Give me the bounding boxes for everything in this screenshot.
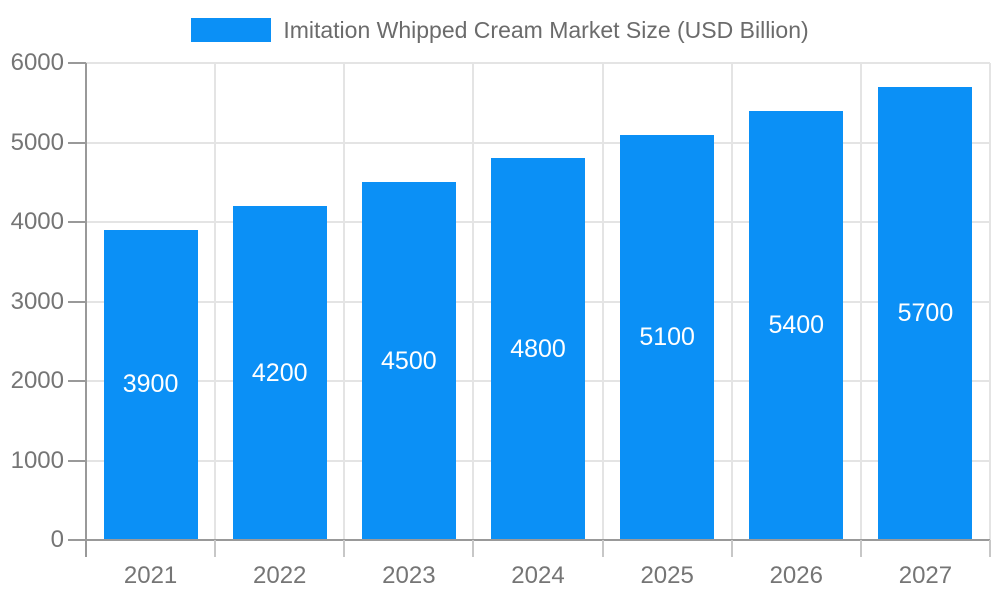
v-gridline: [730, 63, 733, 540]
legend-item[interactable]: Imitation Whipped Cream Market Size (USD…: [0, 15, 1000, 45]
x-tick-label: 2021: [123, 562, 178, 589]
x-axis-tick: [85, 540, 87, 557]
y-axis-line: [85, 63, 87, 540]
h-gridline: [86, 62, 990, 64]
bar-value-label: 5400: [768, 310, 825, 339]
y-tick-label: 0: [50, 526, 64, 553]
y-axis-tick: [68, 141, 86, 144]
bar-value-label: 5100: [639, 322, 695, 351]
v-gridline: [989, 63, 991, 540]
y-tick-label: 1000: [10, 446, 64, 474]
x-axis-tick: [343, 540, 346, 557]
y-axis-tick: [68, 459, 86, 462]
y-axis-tick: [68, 221, 86, 223]
v-gridline: [472, 63, 475, 540]
x-tick-label: 2024: [511, 562, 565, 589]
y-tick-label: 4000: [10, 208, 64, 235]
x-tick-label: 2026: [769, 562, 823, 589]
x-axis-line: [86, 539, 990, 541]
bar: 4500: [361, 182, 456, 540]
bar: 3900: [103, 229, 198, 540]
x-axis-tick: [214, 540, 217, 557]
y-tick-label: 6000: [10, 49, 64, 76]
bar-value-label: 3900: [122, 370, 179, 399]
bar: 5100: [620, 134, 715, 540]
y-tick-label: 3000: [10, 287, 64, 315]
y-axis-tick: [68, 300, 86, 303]
v-gridline: [601, 63, 604, 540]
h-gridline: [86, 141, 990, 144]
y-axis-tick: [68, 62, 86, 64]
y-axis-tick: [68, 539, 86, 541]
x-tick-label: 2025: [640, 562, 694, 589]
x-tick-label: 2023: [382, 562, 436, 589]
legend-label: Imitation Whipped Cream Market Size (USD…: [283, 16, 809, 43]
bar: 5400: [749, 110, 844, 540]
plot-area: 3900 4200 4500 4800 5100 5400 5700: [86, 62, 991, 540]
x-axis-tick: [730, 540, 733, 557]
bar: 5700: [878, 86, 973, 540]
v-gridline: [214, 63, 217, 540]
bar-value-label: 4800: [510, 334, 566, 363]
x-axis-tick: [989, 540, 991, 557]
bar: 4800: [491, 158, 585, 540]
bar-value-label: 5700: [897, 298, 954, 327]
x-axis-tick: [859, 540, 862, 557]
x-axis-tick: [472, 540, 475, 557]
bar-value-label: 4500: [381, 346, 437, 375]
x-tick-label: 2022: [253, 562, 307, 589]
y-tick-label: 5000: [10, 128, 64, 156]
y-tick-label: 2000: [10, 367, 64, 394]
bar-value-label: 4200: [251, 358, 308, 387]
y-axis-tick: [68, 380, 86, 382]
v-gridline: [859, 63, 862, 540]
legend-swatch: [191, 18, 272, 42]
x-axis-tick: [601, 540, 604, 557]
bar: 4200: [232, 206, 327, 540]
x-tick-label: 2027: [898, 562, 953, 589]
v-gridline: [343, 63, 346, 540]
